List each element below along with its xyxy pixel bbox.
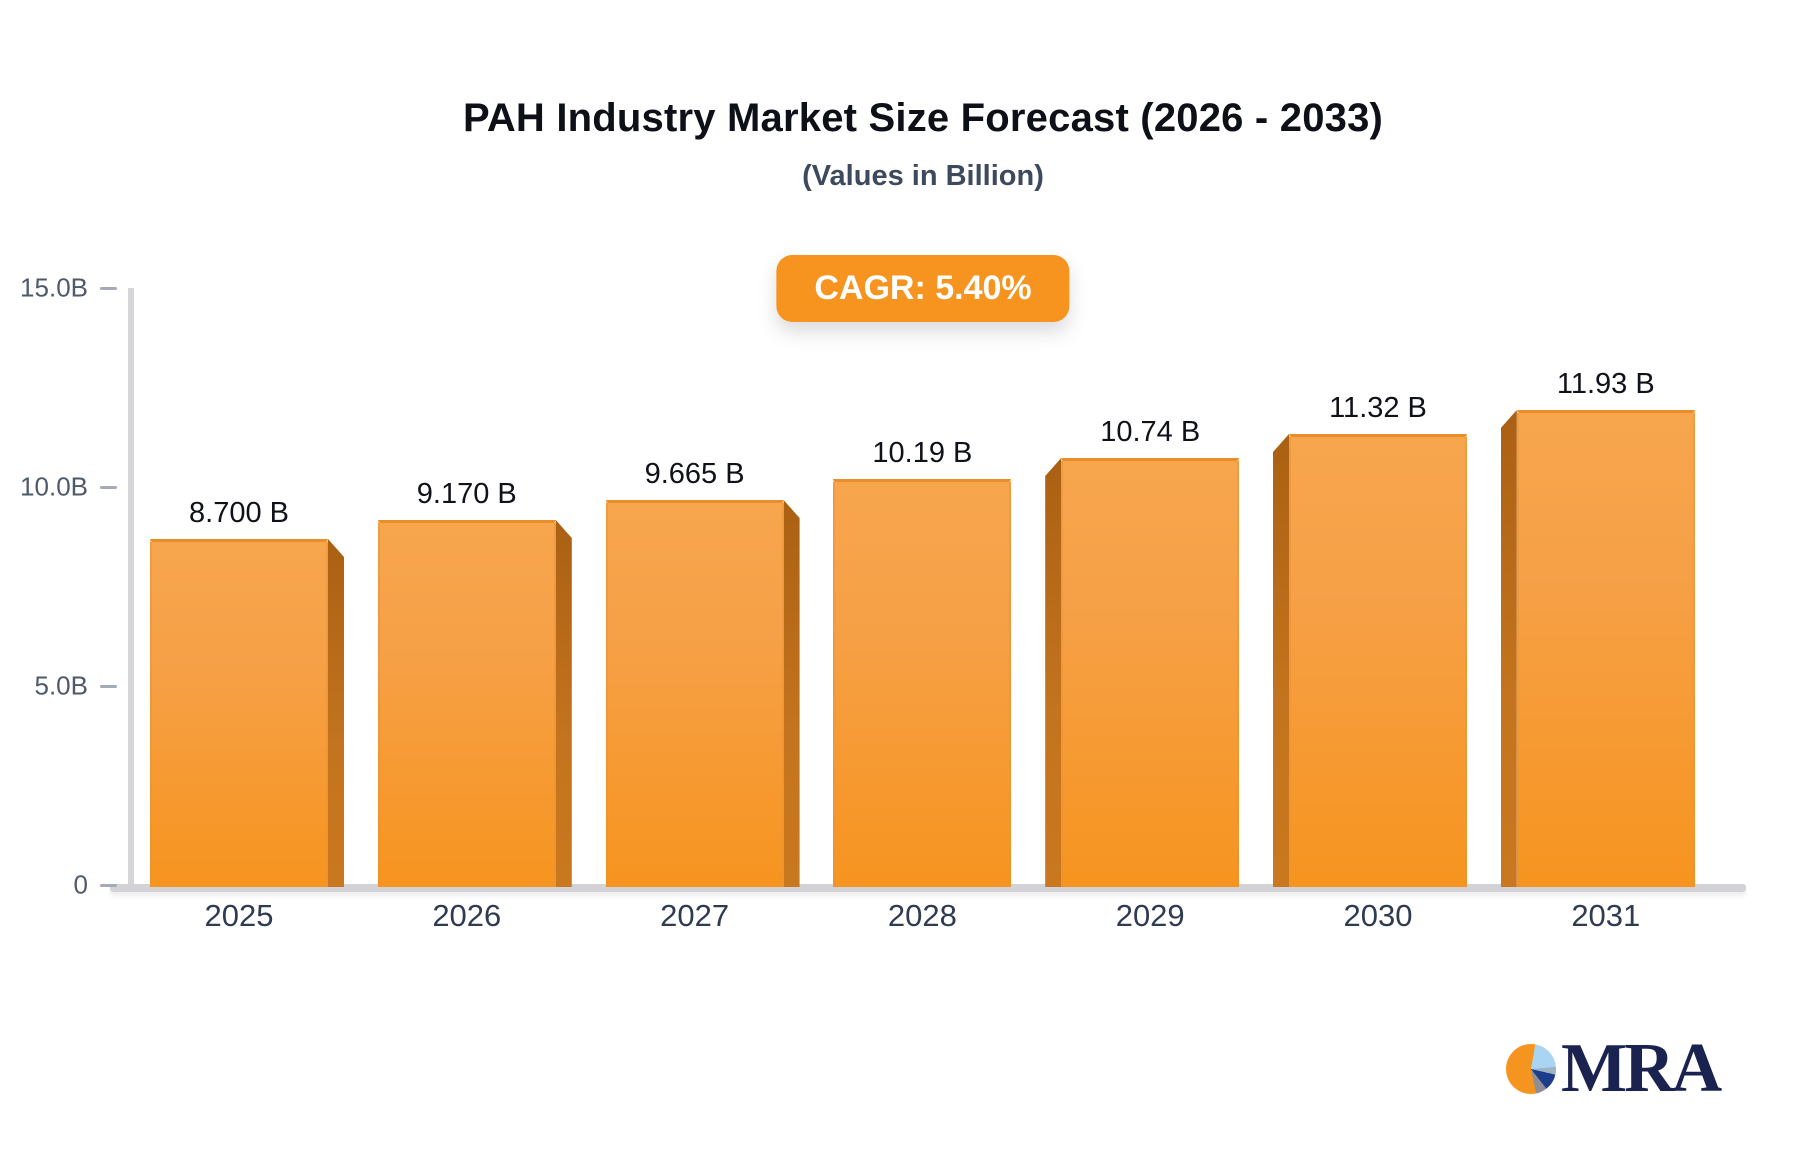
bar-3d-side	[783, 500, 800, 887]
chart-subtitle: (Values in Billion)	[802, 160, 1044, 192]
bar-value-label: 9.665 B	[644, 458, 745, 490]
y-tick-mark	[100, 287, 117, 290]
x-tick-label: 2028	[887, 898, 957, 933]
bar-value-label: 10.74 B	[1100, 416, 1201, 448]
bar-2030	[1289, 434, 1467, 887]
bar-2029	[1061, 458, 1240, 887]
pie-chart-logo-icon	[1506, 1044, 1556, 1094]
x-axis-line	[110, 884, 1746, 892]
y-tick-label: 0	[73, 869, 88, 900]
x-tick-label: 2025	[204, 898, 274, 933]
x-tick-label: 2031	[1571, 898, 1641, 933]
y-tick-label: 10.0B	[20, 471, 88, 502]
y-tick-mark	[100, 486, 117, 489]
chart-title: PAH Industry Market Size Forecast (2026 …	[462, 96, 1384, 140]
x-tick-label: 2029	[1115, 898, 1185, 933]
bar-3d-side	[555, 520, 572, 887]
bar-value-label: 10.19 B	[872, 437, 973, 469]
bar-3d-side	[328, 539, 344, 887]
cagr-badge: CAGR: 5.40%	[776, 255, 1070, 322]
y-tick-label: 15.0B	[20, 272, 88, 303]
mra-logo: MRA	[1506, 1030, 1722, 1107]
bar-2027	[605, 500, 784, 887]
bar-3d-side	[1500, 410, 1517, 887]
y-tick-mark	[100, 685, 117, 688]
bar-2026	[377, 520, 556, 887]
y-tick-mark	[100, 884, 117, 887]
y-tick-label: 5.0B	[34, 670, 89, 701]
x-tick-label: 2030	[1343, 898, 1413, 933]
bar-value-label: 11.93 B	[1556, 368, 1655, 400]
bar-value-label: 9.170 B	[416, 478, 517, 510]
y-axis-line	[128, 288, 134, 892]
bar-value-label: 8.700 B	[189, 497, 289, 529]
x-tick-label: 2026	[432, 898, 502, 933]
bar-value-label: 11.32 B	[1329, 392, 1427, 424]
logo-text: MRA	[1561, 1030, 1722, 1107]
bar-3d-side	[1045, 458, 1062, 887]
bar-2025	[150, 539, 328, 887]
bar-2028	[833, 479, 1012, 887]
bar-2031	[1516, 410, 1695, 887]
x-tick-label: 2027	[660, 898, 730, 933]
bar-3d-side	[1273, 434, 1289, 887]
